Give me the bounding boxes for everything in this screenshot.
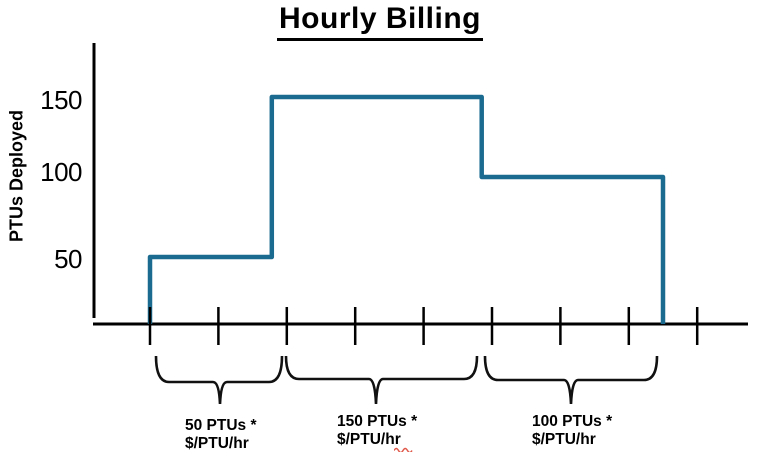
y-tick-label-50: 50	[54, 244, 82, 274]
segment-brace	[483, 355, 659, 405]
segment-label-2-line1: 150 PTUs *	[337, 413, 418, 430]
segment-label-2-line2: $/PTU/hr	[337, 431, 401, 448]
chart-title-text: Hourly Billing	[277, 2, 483, 41]
segment-brace	[284, 355, 479, 405]
segment-label-1-line2: $/PTU/hr	[185, 435, 249, 452]
segment-label-3-line1: 100 PTUs *	[532, 413, 613, 430]
y-tick-label-100: 100	[40, 157, 82, 187]
segment-label-1-line1: 50 PTUs *	[185, 417, 257, 434]
x-axis-ticks	[148, 307, 699, 345]
segment-label-2: 150 PTUs * $/PTU/hr	[337, 413, 417, 449]
segment-label-3: 100 PTUs * $/PTU/hr	[532, 413, 612, 449]
step-line	[147, 94, 666, 324]
chart-title: Hourly Billing	[0, 2, 760, 41]
segment-label-3-line2: $/PTU/hr	[532, 431, 596, 448]
spellcheck-squiggle-path	[394, 447, 413, 452]
braces	[154, 355, 659, 405]
segment-label-1: 50 PTUs * $/PTU/hr	[185, 417, 257, 453]
y-tick-label-150: 150	[40, 85, 82, 115]
spellcheck-squiggle-icon	[394, 447, 413, 452]
segment-brace	[154, 355, 284, 405]
